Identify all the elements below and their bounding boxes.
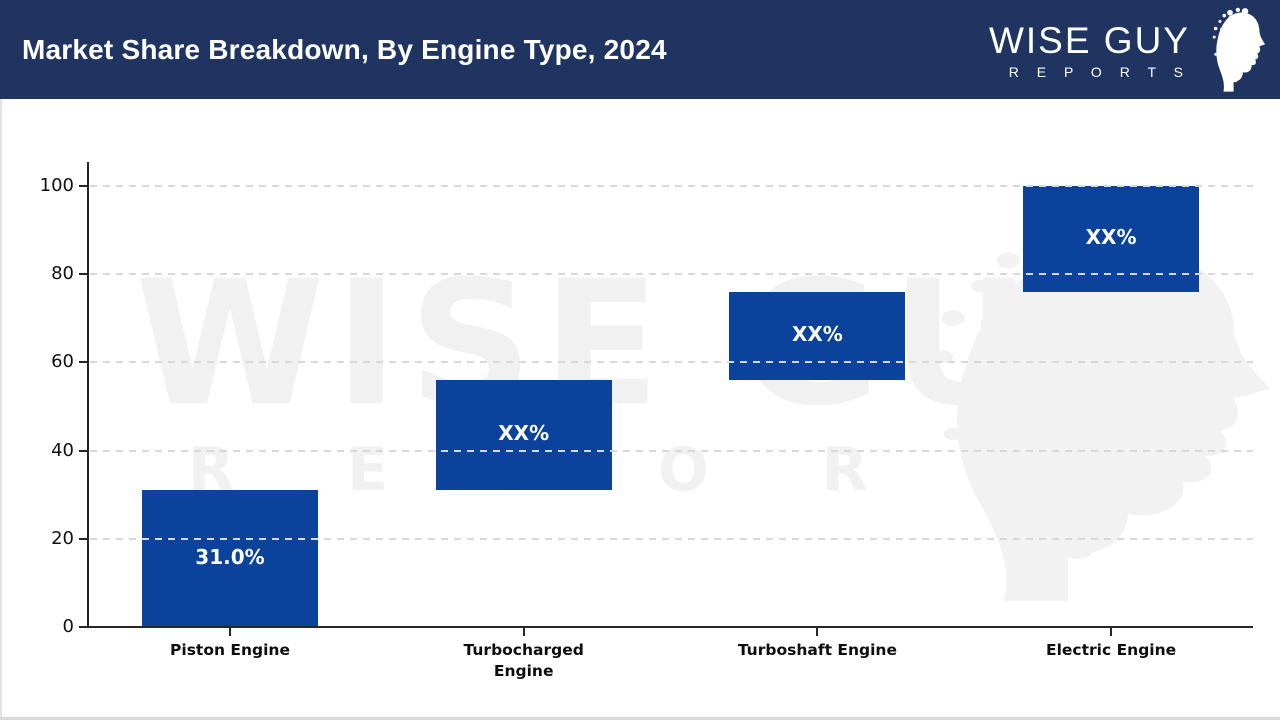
gridline-y20 — [90, 537, 1253, 540]
page-title: Market Share Breakdown, By Engine Type, … — [22, 33, 667, 65]
gridline-y60 — [90, 361, 1253, 364]
y-tick-0 — [79, 626, 87, 628]
x-tick-3 — [1110, 628, 1113, 636]
bar-turboshaft-engine — [729, 291, 906, 381]
gridline-y100 — [90, 185, 1253, 187]
y-tick-80 — [79, 273, 87, 276]
y-tick-label-0: 0 — [62, 616, 74, 637]
x-category-label: Turboshaft Engine — [737, 641, 897, 659]
y-tick-20 — [79, 537, 87, 540]
bar-value-label: XX% — [1085, 224, 1137, 249]
wiseguy-logo: WISE GUY R E P O R T S — [989, 7, 1266, 92]
bar-value-label: 31.0% — [195, 544, 265, 569]
y-tick-100 — [79, 185, 87, 187]
y-tick-60 — [79, 361, 87, 364]
gridline-y80 — [90, 273, 1253, 276]
y-tick-label-100: 100 — [39, 175, 74, 196]
bottom-border — [0, 717, 1280, 720]
x-tick-0 — [229, 628, 231, 636]
x-category-label: Piston Engine — [170, 641, 290, 659]
logo-reports-text: R E P O R T S — [1008, 63, 1190, 80]
x-category-label: Electric Engine — [1046, 641, 1177, 659]
x-tick-1 — [522, 628, 525, 636]
y-tick-label-60: 60 — [51, 351, 74, 373]
wiseguy-face-icon — [1212, 7, 1266, 92]
logo-name-text: WISE GUY — [988, 19, 1190, 61]
wiseguy-logo-text: WISE GUY R E P O R T S — [989, 22, 1190, 79]
x-axis-line — [87, 626, 1253, 628]
y-tick-label-80: 80 — [51, 263, 74, 285]
y-axis-line — [87, 162, 89, 628]
gridline-y40 — [90, 449, 1253, 452]
bar-value-label: XX% — [498, 421, 550, 446]
y-tick-label-20: 20 — [51, 527, 74, 549]
x-category-label: Turbocharged Engine — [463, 641, 584, 680]
bar-piston-engine — [142, 490, 318, 627]
bar-turbocharged-engine — [435, 380, 612, 491]
x-tick-2 — [816, 628, 819, 636]
y-tick-label-40: 40 — [51, 439, 74, 461]
header: Market Share Breakdown, By Engine Type, … — [0, 0, 1280, 99]
left-border — [0, 99, 2, 720]
bar-value-label: XX% — [791, 321, 843, 346]
y-tick-40 — [79, 449, 87, 452]
